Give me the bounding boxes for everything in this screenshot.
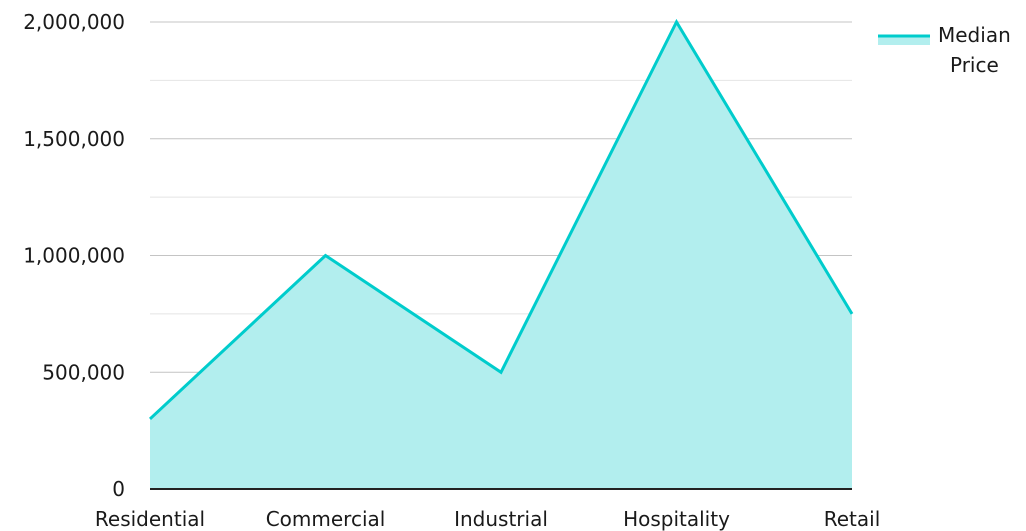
x-tick-label: Residential (95, 507, 205, 531)
x-axis-ticks: Residential Commercial Industrial Hospitali… (95, 507, 880, 531)
x-tick-label: Industrial (454, 507, 548, 531)
y-tick-label: 1,000,000 (23, 244, 125, 268)
y-tick-label: 2,000,000 (23, 10, 125, 34)
series-line-median-price (148, 18, 854, 421)
y-tick-label: 1,500,000 (23, 127, 125, 151)
legend-label-line1: Median (938, 23, 1011, 47)
legend-swatch-fill (878, 36, 930, 45)
x-tick-label: Hospitality (623, 507, 730, 531)
x-tick-label: Commercial (266, 507, 386, 531)
y-tick-label: 500,000 (42, 360, 125, 384)
legend: Median Price (878, 23, 1011, 77)
x-tick-label: Retail (824, 507, 881, 531)
y-tick-label: 0 (112, 477, 125, 501)
y-axis-ticks: 0 500,000 1,000,000 1,500,000 2,000,000 (23, 10, 125, 501)
legend-label-line2: Price (950, 53, 999, 77)
series-area-median-price (150, 22, 852, 489)
